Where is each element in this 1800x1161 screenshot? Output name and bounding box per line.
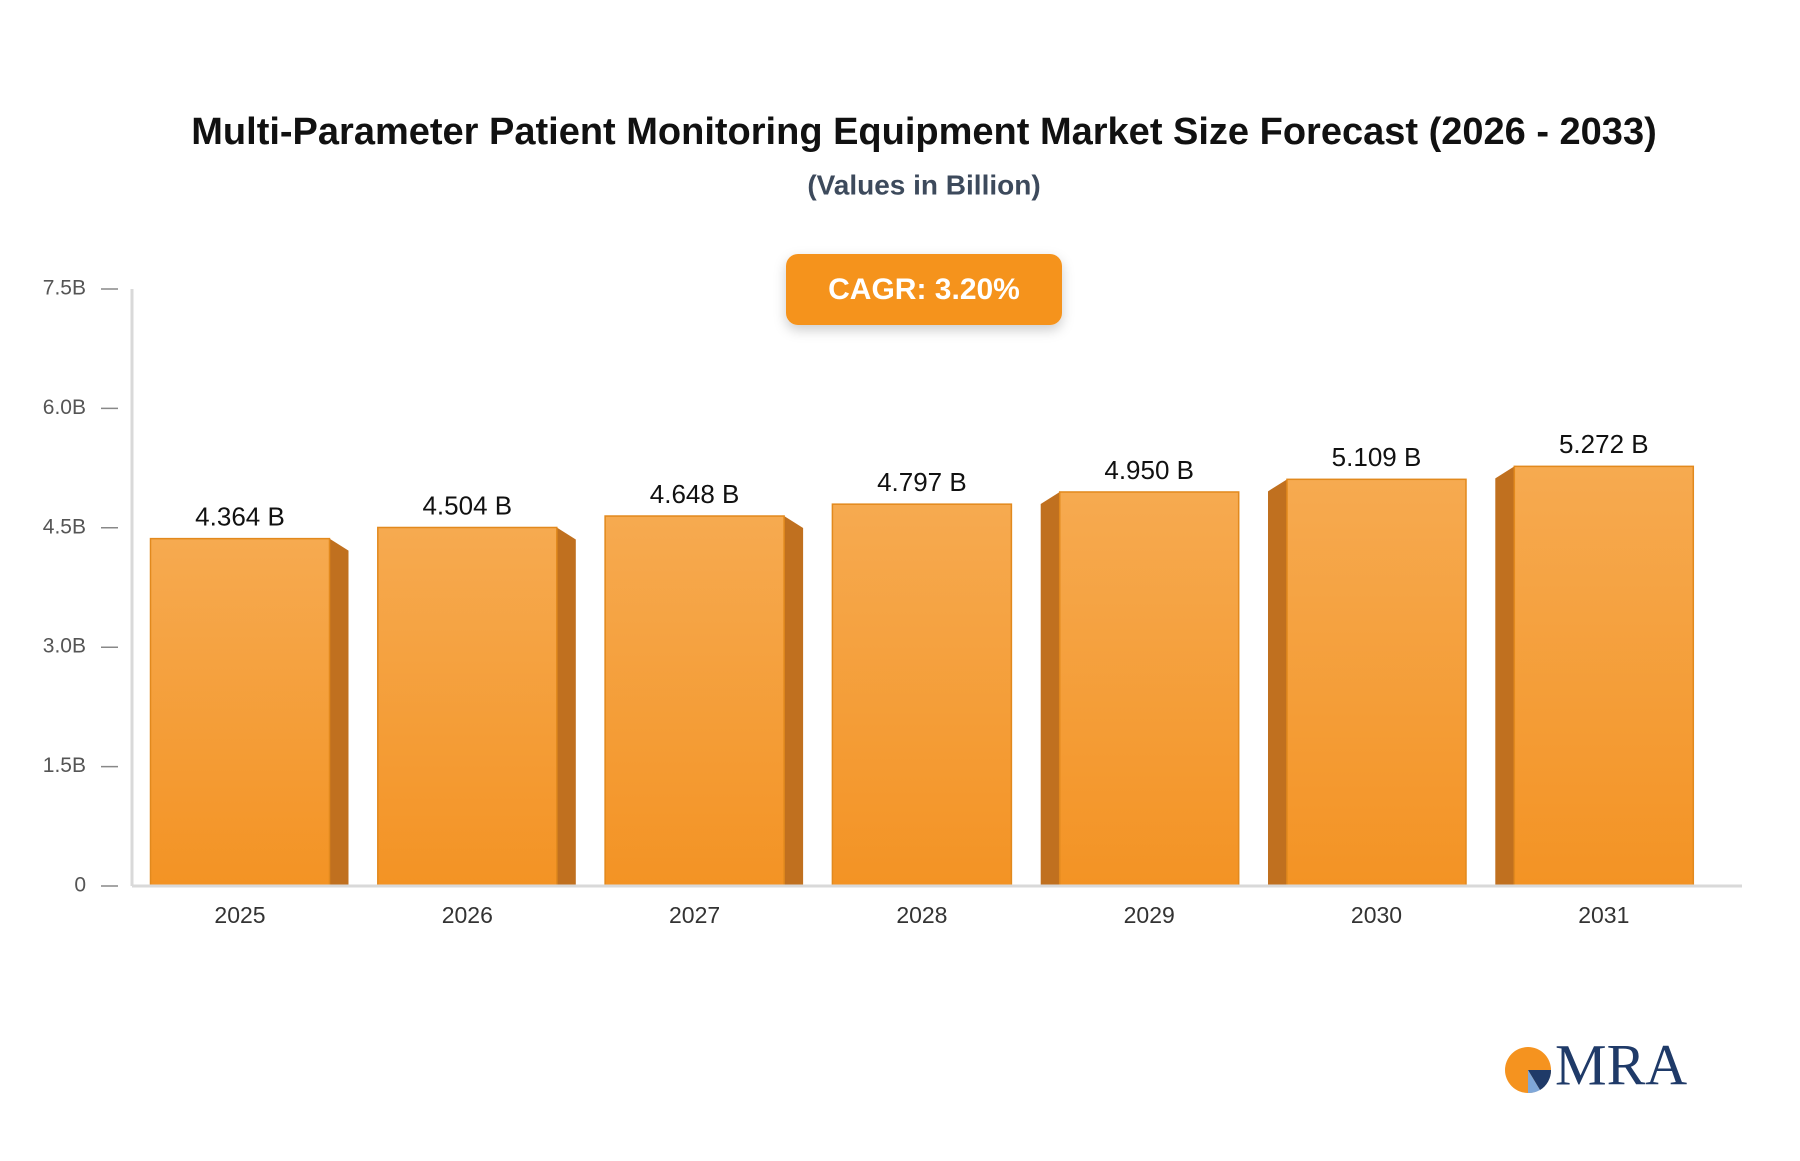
bar-side — [556, 527, 576, 886]
x-tick-label: 2027 — [669, 902, 720, 928]
value-label: 4.504 B — [422, 490, 512, 520]
logo-slice — [1528, 1070, 1552, 1090]
value-label: 5.109 B — [1332, 442, 1422, 472]
bar — [377, 526, 558, 887]
x-tick-label: 2030 — [1351, 902, 1402, 928]
bar-side — [329, 538, 349, 886]
y-tick-label: 1.5B — [43, 754, 86, 777]
chart-subtitle: (Values in Billion) — [807, 169, 1040, 200]
y-tick-label: 4.5B — [43, 515, 86, 538]
y-tick-label: 0 — [74, 874, 86, 897]
y-tick-label: 6.0B — [43, 396, 86, 419]
bar — [1513, 465, 1695, 887]
bar — [604, 515, 785, 887]
x-tick-label: 2028 — [896, 902, 947, 928]
bar-side — [784, 516, 804, 886]
cagr-badge — [786, 254, 1062, 325]
x-tick-label: 2025 — [214, 902, 265, 928]
value-label: 4.950 B — [1104, 455, 1194, 485]
logo-text: MRA — [1555, 1032, 1687, 1097]
cagr-label: CAGR: 3.20% — [828, 273, 1020, 306]
value-label: 4.364 B — [195, 502, 285, 532]
bar — [831, 503, 1013, 887]
y-tick-label: 3.0B — [43, 635, 86, 658]
bar — [1286, 478, 1467, 887]
value-label: 4.648 B — [650, 479, 740, 509]
x-tick-label: 2026 — [442, 902, 493, 928]
bar-side — [1268, 479, 1287, 886]
x-tick-label: 2029 — [1124, 902, 1175, 928]
logo: MRA — [1505, 1032, 1687, 1097]
bar — [1058, 491, 1240, 887]
bar — [149, 537, 331, 887]
bar-side — [1495, 466, 1515, 886]
y-tick-label: 7.5B — [43, 277, 86, 300]
bar-side — [1040, 491, 1060, 886]
value-label: 4.797 B — [877, 467, 967, 497]
logo-slice — [1528, 1070, 1540, 1094]
chart-title: Multi-Parameter Patient Monitoring Equip… — [191, 111, 1656, 153]
x-tick-label: 2031 — [1578, 902, 1629, 928]
value-label: 5.272 B — [1559, 429, 1649, 459]
